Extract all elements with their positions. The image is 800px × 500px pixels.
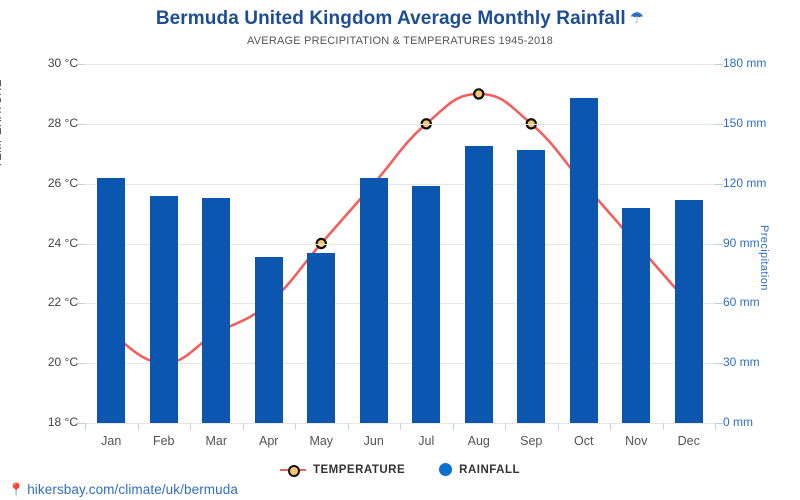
right-axis-tick — [715, 363, 723, 365]
chart-title: Bermuda United Kingdom Average Monthly R… — [0, 8, 800, 30]
right-axis-tick-label: 150 mm — [723, 115, 767, 130]
x-axis-label-jan: Jan — [101, 434, 122, 448]
footer-source[interactable]: 📍 hikersbay.com/climate/uk/bermuda — [8, 482, 238, 497]
x-axis-tick — [243, 423, 244, 430]
temperature-marker-icon — [279, 464, 306, 477]
x-axis-tick — [348, 423, 349, 430]
x-axis-tick — [715, 423, 716, 430]
left-axis-tick — [77, 423, 85, 424]
bar-feb[interactable] — [149, 195, 178, 423]
gridline — [85, 183, 715, 185]
bar-nov[interactable] — [622, 207, 651, 423]
left-axis-title: TEMPERATURE — [0, 79, 4, 168]
bar-dec[interactable] — [674, 199, 703, 423]
x-axis-label-feb: Feb — [152, 434, 175, 448]
left-axis-tick — [77, 64, 85, 65]
right-axis-tick-label: 30 mm — [723, 355, 760, 370]
left-axis-tick — [77, 363, 85, 365]
x-axis-label-apr: Apr — [259, 434, 279, 448]
left-axis-tick-label: 26 °C — [47, 175, 78, 190]
right-axis-tick — [715, 243, 723, 245]
temperature-point-aug[interactable]: Aug: 29 °C — [473, 88, 485, 100]
left-axis-tick-label: 22 °C — [47, 295, 78, 310]
x-axis-label-sep: Sep — [520, 434, 543, 448]
x-axis-label-aug: Aug — [467, 434, 490, 448]
left-axis-tick — [77, 123, 85, 125]
x-axis-tick — [138, 423, 139, 430]
right-axis-tick-label: 0 mm — [723, 415, 753, 429]
left-axis-tick — [77, 183, 85, 185]
bar-apr[interactable] — [254, 257, 283, 423]
x-axis-label-dec: Dec — [677, 434, 700, 448]
bar-sep[interactable] — [517, 149, 546, 423]
chart-legend: TEMPERATURE RAINFALL — [0, 463, 800, 477]
x-axis-tick — [400, 423, 401, 430]
rainfall-marker-icon — [439, 463, 453, 476]
x-axis-label-jul: Jul — [418, 434, 435, 448]
x-axis-tick — [505, 423, 506, 430]
right-axis-tick — [715, 303, 723, 305]
left-axis-tick-label: 30 °C — [47, 56, 78, 70]
right-axis-tick-label: 180 mm — [723, 56, 767, 70]
plot-area: Jan: 21 °CFeb: 20 °CMar: 21 °CApr: 22 °C… — [77, 64, 723, 448]
left-axis-tick-label: 28 °C — [47, 115, 78, 130]
bar-may[interactable] — [307, 253, 336, 423]
chart-subtitle: AVERAGE PRECIPITATION & TEMPERATURES 194… — [247, 35, 553, 47]
legend-label-temperature: TEMPERATURE — [312, 463, 406, 476]
x-axis-tick — [85, 423, 86, 430]
x-axis-label-nov: Nov — [625, 434, 648, 448]
left-axis-tick — [77, 243, 85, 245]
left-axis-tick-label: 20 °C — [47, 355, 78, 370]
chart-title-text: Bermuda United Kingdom Average Monthly R… — [155, 8, 626, 29]
map-pin-icon: 📍 — [8, 482, 25, 497]
right-axis-tick — [715, 423, 723, 424]
bar-jan[interactable] — [97, 177, 126, 423]
x-axis-tick — [558, 423, 559, 430]
x-axis-tick — [453, 423, 454, 430]
x-axis-tick — [295, 423, 296, 430]
gridline — [85, 123, 715, 125]
gridline — [85, 243, 715, 245]
bar-aug[interactable] — [464, 145, 493, 423]
right-axis-tick-label: 60 mm — [723, 295, 760, 310]
legend-item-temperature[interactable]: TEMPERATURE — [279, 463, 406, 477]
temperature-point-may[interactable]: May: 24 °C — [315, 237, 327, 250]
right-axis-tick-label: 90 mm — [723, 235, 760, 250]
gridline — [85, 64, 715, 65]
legend-item-rainfall[interactable]: RAINFALL — [439, 463, 520, 476]
x-axis-tick — [663, 423, 664, 430]
left-axis-tick-label: 18 °C — [47, 415, 78, 429]
x-axis-tick — [190, 423, 191, 430]
x-axis-label-oct: Oct — [574, 434, 594, 448]
bar-jul[interactable] — [412, 185, 441, 423]
right-axis-tick-label: 120 mm — [723, 175, 767, 190]
right-axis-tick — [715, 123, 723, 125]
footer-url-text: hikersbay.com/climate/uk/bermuda — [27, 482, 238, 497]
bar-jun[interactable] — [359, 177, 388, 423]
gridline — [85, 303, 715, 305]
temperature-curve — [109, 92, 691, 365]
left-axis-tick-label: 24 °C — [47, 235, 78, 250]
left-axis-tick — [77, 303, 85, 305]
bar-mar[interactable] — [202, 197, 231, 423]
right-axis-tick — [715, 64, 723, 65]
rain-cloud-icon: ☂ — [629, 10, 645, 27]
x-axis-label-may: May — [309, 434, 334, 448]
bar-oct[interactable] — [569, 97, 598, 423]
gridline — [85, 363, 715, 365]
x-axis-label-mar: Mar — [205, 434, 228, 448]
x-axis-label-jun: Jun — [363, 434, 384, 448]
right-axis-tick — [715, 183, 723, 185]
legend-label-rainfall: RAINFALL — [459, 463, 521, 476]
x-axis-tick — [610, 423, 611, 430]
